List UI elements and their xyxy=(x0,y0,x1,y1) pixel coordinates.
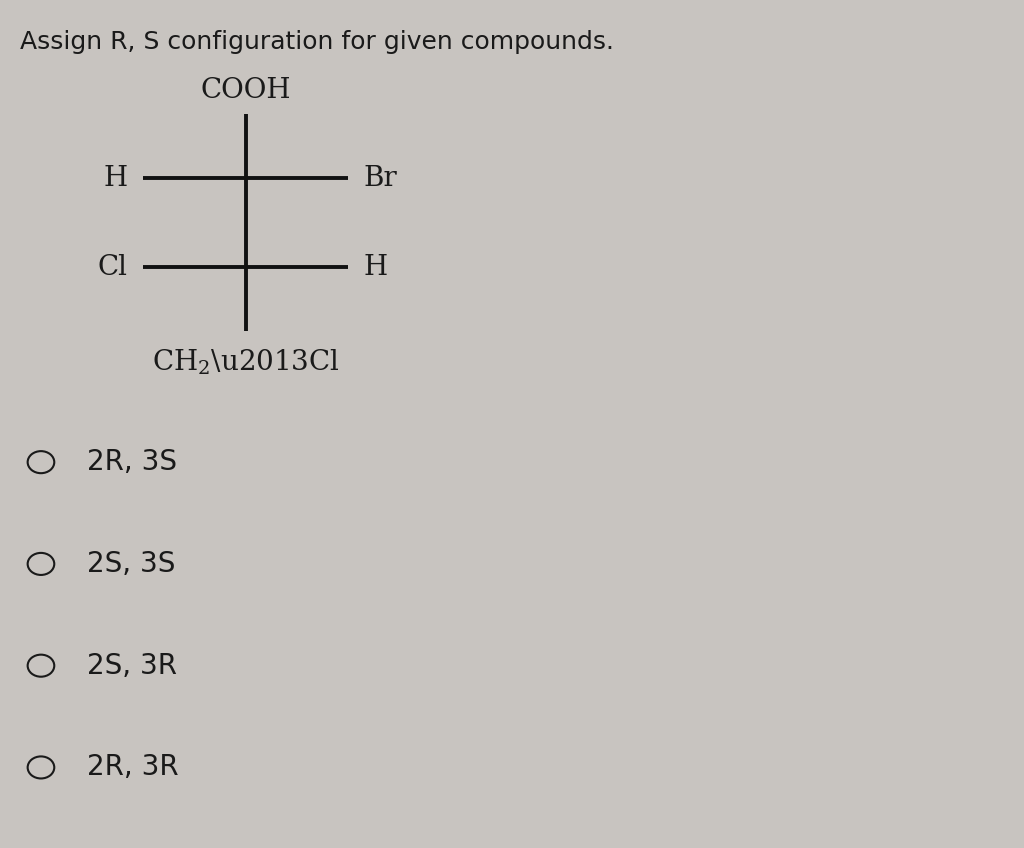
Text: Cl: Cl xyxy=(98,254,128,281)
Text: COOH: COOH xyxy=(201,77,291,104)
Text: Br: Br xyxy=(364,165,397,192)
Text: 2R, 3S: 2R, 3S xyxy=(87,448,177,477)
Text: H: H xyxy=(103,165,128,192)
Text: H: H xyxy=(364,254,388,281)
Text: 2S, 3R: 2S, 3R xyxy=(87,651,177,680)
Text: $\mathregular{CH_2}$\u2013Cl: $\mathregular{CH_2}$\u2013Cl xyxy=(152,348,340,377)
Text: Assign R, S configuration for given compounds.: Assign R, S configuration for given comp… xyxy=(20,30,614,53)
Text: 2R, 3R: 2R, 3R xyxy=(87,753,178,782)
Text: 2S, 3S: 2S, 3S xyxy=(87,550,175,578)
